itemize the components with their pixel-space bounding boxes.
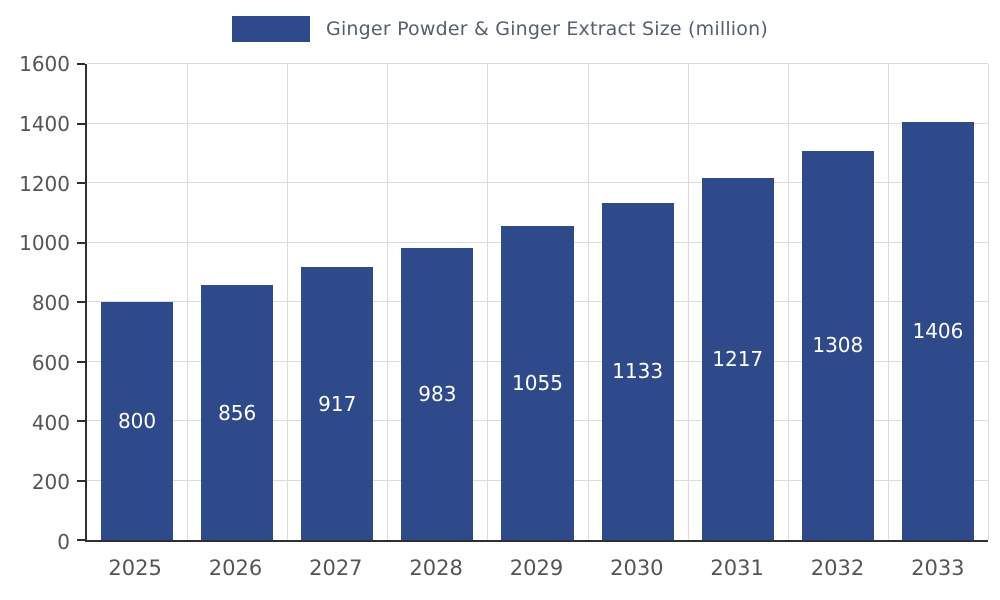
bar-value-label: 1055 bbox=[512, 371, 563, 396]
bar: 1308 bbox=[801, 150, 874, 540]
legend-swatch bbox=[232, 16, 311, 42]
y-tick-mark bbox=[77, 182, 85, 184]
gridline-vertical bbox=[487, 64, 489, 540]
bar-slot: 1217 bbox=[688, 64, 788, 540]
gridline-vertical bbox=[587, 64, 589, 540]
bar-value-label: 1133 bbox=[612, 359, 664, 384]
bar: 1055 bbox=[501, 226, 574, 540]
x-axis-tick-label: 2032 bbox=[810, 556, 865, 580]
bar-slot: 917 bbox=[287, 64, 387, 540]
y-axis-tick-label: 600 bbox=[31, 350, 70, 375]
bar-value-label: 1308 bbox=[812, 333, 864, 358]
x-axis-tick-label: 2033 bbox=[911, 556, 965, 580]
bar: 917 bbox=[301, 267, 374, 540]
y-tick-mark bbox=[77, 539, 85, 541]
plot-area: 800 856 917 983 1055 1133 1217 1308 1406 bbox=[77, 63, 989, 542]
bar: 1217 bbox=[701, 177, 774, 540]
x-axis-tick-label: 2026 bbox=[208, 556, 263, 580]
gridline-vertical bbox=[187, 64, 189, 540]
bar-slot: 800 bbox=[87, 64, 187, 540]
y-tick-mark bbox=[77, 241, 85, 244]
bar-value-label: 800 bbox=[117, 409, 157, 433]
y-axis-tick-label: 1000 bbox=[19, 231, 70, 256]
gridline-horizontal bbox=[87, 182, 988, 183]
bar: 1406 bbox=[901, 121, 974, 540]
legend: Ginger Powder & Ginger Extract Size (mil… bbox=[0, 14, 1000, 44]
gridline-horizontal bbox=[87, 122, 988, 124]
bar-slot: 1133 bbox=[588, 64, 688, 540]
y-axis-labels: 0 200 400 600 800 1000 1200 1400 1600 bbox=[0, 52, 70, 554]
y-tick-mark bbox=[77, 479, 85, 482]
bar-value-label: 983 bbox=[418, 381, 457, 406]
gridline-vertical bbox=[387, 64, 389, 540]
x-axis-tick-label: 2028 bbox=[409, 556, 463, 580]
y-axis-tick-label: 0 bbox=[57, 530, 70, 554]
y-tick-mark bbox=[77, 301, 85, 303]
bar-value-label: 917 bbox=[318, 391, 357, 416]
bar-value-label: 856 bbox=[218, 400, 257, 425]
bar: 856 bbox=[201, 285, 274, 540]
y-axis-tick-label: 400 bbox=[31, 410, 70, 435]
y-axis-tick-label: 200 bbox=[31, 470, 70, 495]
x-axis-tick-label: 2030 bbox=[610, 556, 664, 580]
y-tick-mark bbox=[77, 420, 85, 422]
bar-value-label: 1406 bbox=[912, 318, 964, 343]
gridline-vertical bbox=[787, 64, 789, 540]
gridline-vertical bbox=[287, 64, 289, 540]
y-axis-tick-label: 800 bbox=[31, 291, 70, 315]
gridline-vertical bbox=[687, 64, 689, 540]
bar: 983 bbox=[401, 247, 474, 540]
bar-slot: 1055 bbox=[487, 64, 587, 540]
bar-slot: 1406 bbox=[888, 64, 988, 540]
bar-slot: 983 bbox=[387, 64, 487, 540]
x-axis-tick-label: 2031 bbox=[710, 556, 764, 580]
x-axis-tick-label: 2025 bbox=[108, 556, 162, 580]
y-axis-tick-label: 1400 bbox=[19, 111, 70, 136]
bar-slot: 856 bbox=[187, 64, 287, 540]
gridline-vertical bbox=[887, 64, 889, 540]
gridline-horizontal bbox=[87, 63, 988, 64]
y-tick-mark bbox=[77, 360, 85, 363]
bar-slot: 1308 bbox=[788, 64, 888, 540]
x-axis-tick-label: 2027 bbox=[309, 556, 363, 580]
chart-title: Ginger Powder & Ginger Extract Size (mil… bbox=[326, 18, 768, 40]
y-tick-mark bbox=[77, 122, 85, 125]
gridline-vertical bbox=[988, 64, 989, 540]
y-tick-mark bbox=[77, 63, 85, 65]
y-axis-tick-label: 1200 bbox=[19, 171, 70, 196]
y-axis-tick-label: 1600 bbox=[19, 52, 70, 76]
bar-value-label: 1217 bbox=[712, 346, 764, 371]
x-axis-labels: 2025 2026 2027 2028 2029 2030 2031 2032 2033 bbox=[85, 556, 988, 586]
x-axis-tick-label: 2029 bbox=[509, 556, 564, 580]
bar: 800 bbox=[101, 302, 174, 540]
bar: 1133 bbox=[601, 202, 674, 540]
